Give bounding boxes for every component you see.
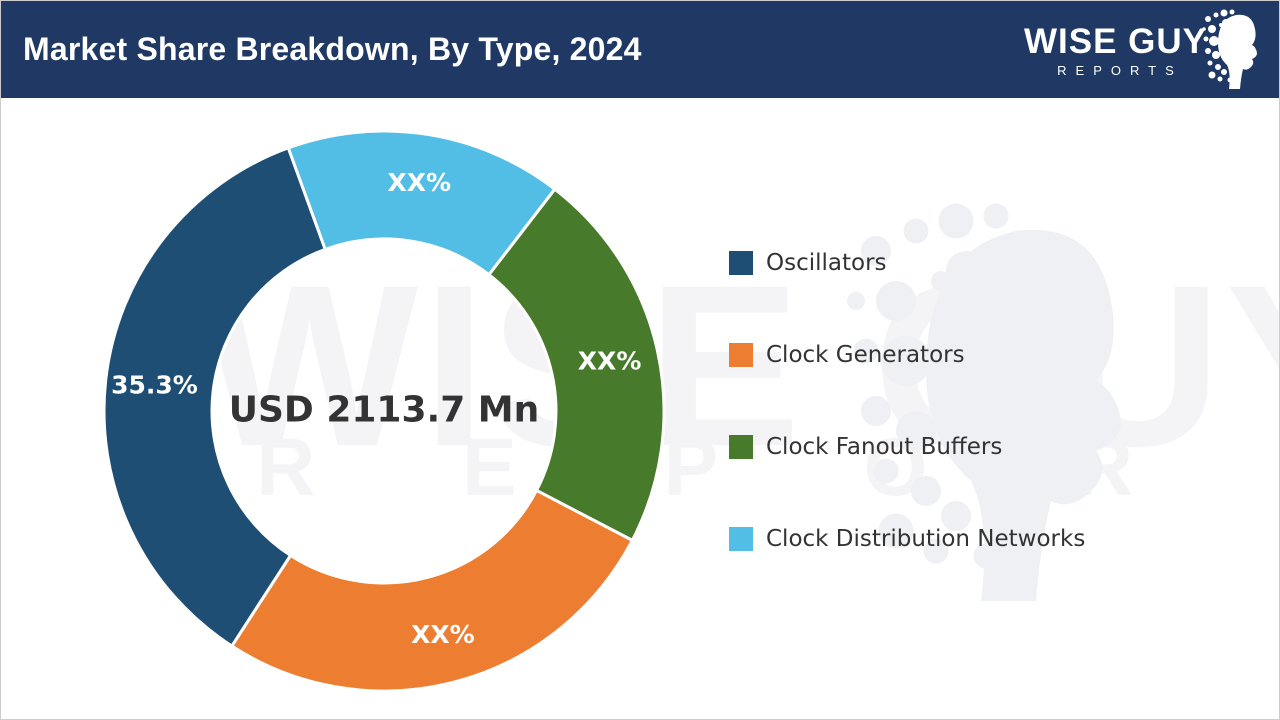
chart-legend: Oscillators Clock Generators Clock Fanout …	[729, 250, 1085, 618]
legend-item-clock-generators: Clock Generators	[729, 342, 1085, 368]
logo-wordmark: WISE GUY REPORTS	[1023, 22, 1207, 78]
legend-label: Clock Generators	[766, 342, 965, 368]
legend-label: Clock Fanout Buffers	[766, 434, 1003, 460]
logo-line2: REPORTS	[1057, 62, 1183, 78]
segment-label-clock-fanout-buffers: XX%	[578, 347, 642, 376]
legend-swatch-oscillators	[729, 251, 753, 275]
donut-segment-clock-generators	[230, 488, 634, 693]
segment-label-clock-generators: XX%	[411, 620, 475, 649]
page-title: Market Share Breakdown, By Type, 2024	[23, 31, 642, 67]
legend-swatch-clock-generators	[729, 343, 753, 367]
legend-item-clock-distribution-networks: Clock Distribution Networks	[729, 526, 1085, 552]
chart-center-value: USD 2113.7 Mn	[228, 389, 540, 431]
legend-label: Oscillators	[766, 250, 887, 276]
donut-chart: XX% XX% XX% 35.3%	[102, 129, 666, 693]
donut-segment-clock-fanout-buffers	[487, 187, 666, 542]
legend-swatch-clock-fanout-buffers	[729, 435, 753, 459]
donut-segment-oscillators	[102, 146, 327, 648]
donut-segment-clock-distribution-networks	[286, 129, 557, 277]
legend-swatch-clock-distribution-networks	[729, 527, 753, 551]
logo-line1: WISE GUY	[1023, 22, 1207, 62]
logo-face-dots-icon	[1202, 9, 1257, 89]
header-bar: Market Share Breakdown, By Type, 2024 WI…	[1, 1, 1279, 98]
legend-item-oscillators: Oscillators	[729, 250, 1085, 276]
segment-label-oscillators: 35.3%	[111, 371, 198, 400]
segment-label-clock-distribution-networks: XX%	[387, 168, 451, 197]
legend-item-clock-fanout-buffers: Clock Fanout Buffers	[729, 434, 1085, 460]
wise-guy-reports-logo: WISE GUY REPORTS	[1024, 7, 1263, 95]
legend-label: Clock Distribution Networks	[766, 526, 1086, 552]
